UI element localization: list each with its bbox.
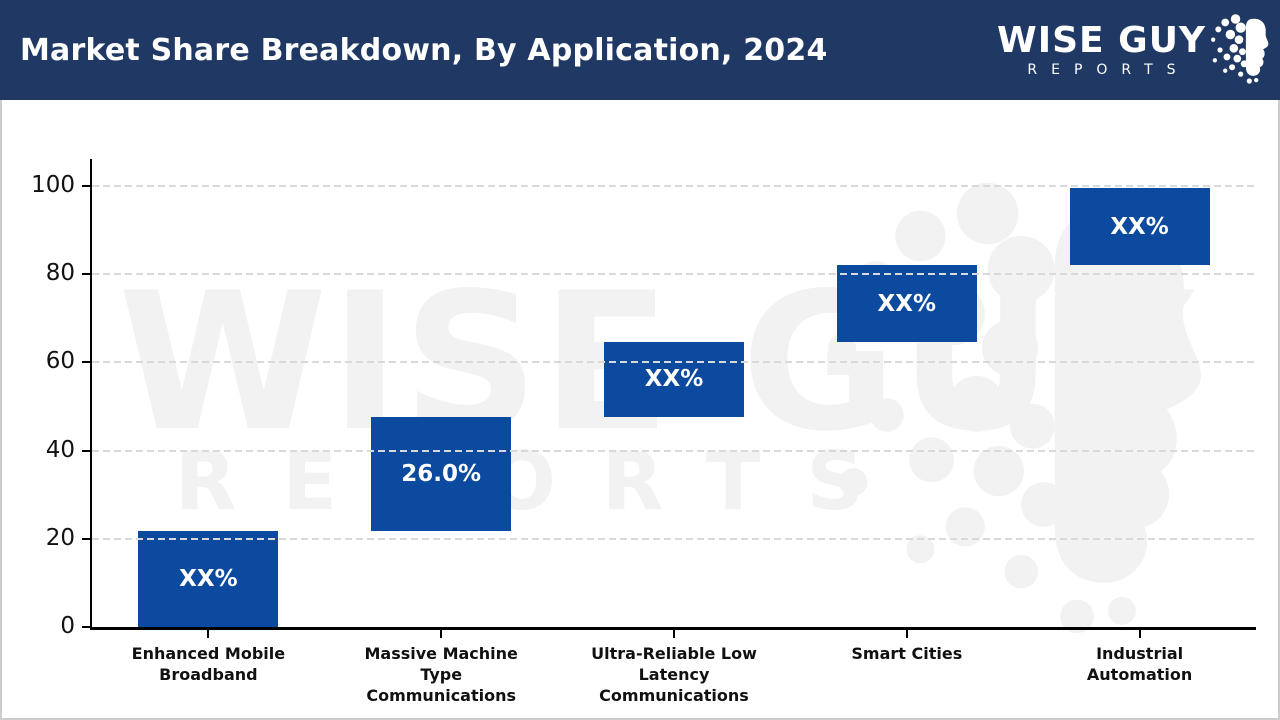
gridline [92,449,1256,452]
bar-label: XX% [644,366,704,393]
wiseguy-logo: WISE GUY REPORTS [997,11,1270,89]
x-category-label: Massive Machine Type Communications [364,644,518,706]
y-tick-mark [81,361,90,364]
gridline [92,361,1256,364]
y-tick-label: 80 [45,260,75,287]
bar-segment: XX% [604,342,744,417]
gridline [92,537,1256,540]
gridline [92,185,1256,187]
bar-segment: XX% [138,531,279,627]
bar-segment: 26.0% [371,416,512,532]
bar-segment: XX% [1069,188,1210,266]
y-tick-label: 40 [45,436,75,463]
bar-label: XX% [877,290,937,317]
header-bar: Market Share Breakdown, By Application, … [0,0,1280,100]
x-tick-mark [905,630,908,638]
logo-face-icon [1211,14,1269,84]
y-tick-mark [81,273,90,276]
y-tick-label: 60 [45,348,75,375]
x-tick-mark [440,630,443,638]
chart-title: Market Share Breakdown, By Application, … [20,32,828,68]
bar-label: XX% [179,566,238,593]
logo-text: WISE GUY REPORTS [996,19,1206,78]
y-tick-mark [81,537,90,540]
y-tick-label: 20 [45,524,75,551]
bar-segment: XX% [836,265,977,343]
y-tick-mark [81,626,90,628]
logo-brand-text: WISE GUY [996,19,1206,61]
gridline [92,273,1256,276]
x-tick-mark [1138,630,1141,638]
watermark-reports-text: REPORTS [175,435,911,528]
x-tick-mark [207,630,210,638]
plot-area: XX% Enhanced Mobile Broadband 26.0% Massive… [31,159,1256,705]
logo-reports-text: REPORTS [1027,61,1190,78]
y-tick-label: 100 [31,172,75,198]
y-tick-mark [81,449,90,452]
x-category-label: Enhanced Mobile Broadband [131,644,286,685]
y-tick-mark [81,185,90,187]
watermark-face-icon [828,182,1201,634]
x-tick-mark [673,630,675,638]
bar-label: 26.0% [401,460,482,487]
x-category-label: Industrial Automation [1086,644,1193,685]
bar-label: XX% [1110,213,1169,240]
x-category-label: Smart Cities [851,644,963,663]
y-tick-label: 0 [60,613,75,639]
x-category-label: Ultra-Reliable Low Latency Communication… [591,644,757,706]
